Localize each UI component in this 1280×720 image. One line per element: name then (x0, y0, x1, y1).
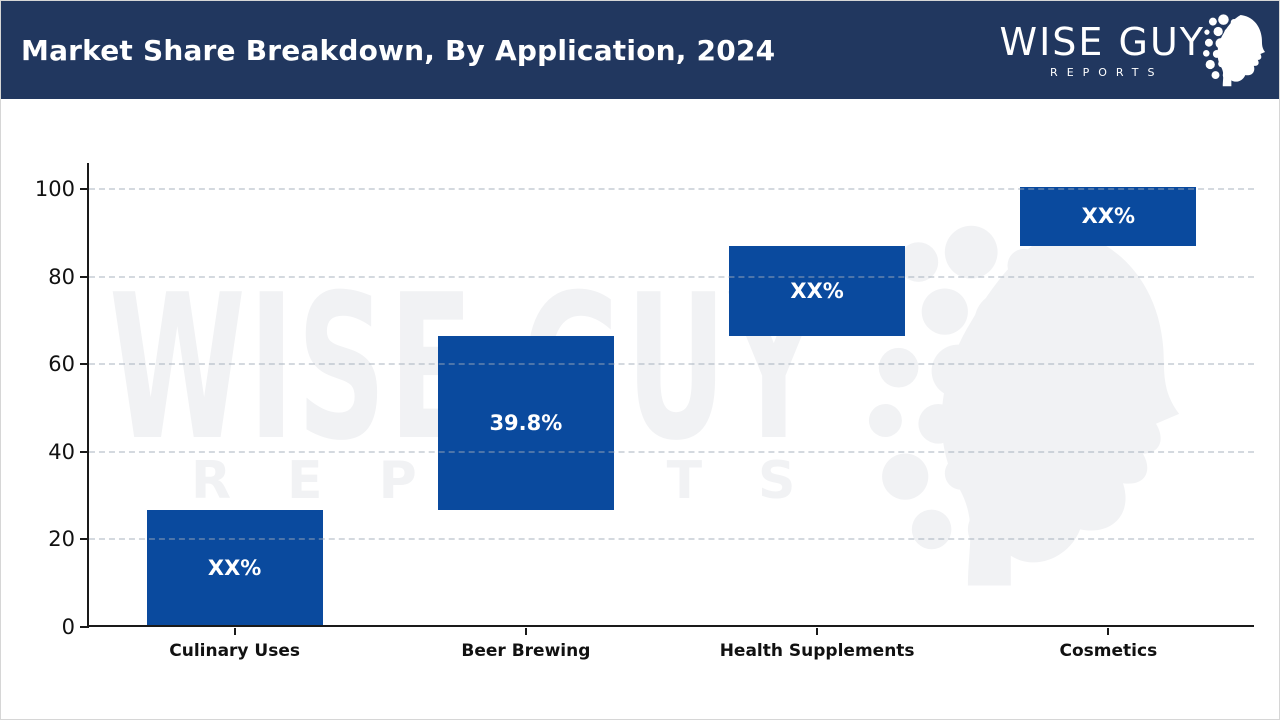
bar-value-label: XX% (207, 556, 262, 581)
y-tick-mark (80, 625, 87, 628)
gridline-20 (89, 538, 1254, 540)
logo-head-icon (1202, 14, 1266, 87)
header-bar: Market Share Breakdown, By Application, … (1, 1, 1279, 99)
bar-cosmetics: XX% (1020, 186, 1197, 246)
bar-value-label: XX% (790, 278, 844, 303)
y-tick-label: 100 (34, 177, 75, 201)
x-tick-mark (1107, 627, 1110, 635)
x-tick-label: Cosmetics (1059, 640, 1158, 661)
brand-logo: WISE GUY REPORTS (1000, 13, 1267, 87)
page-title: Market Share Breakdown, By Application, … (21, 33, 776, 67)
gridline-40 (89, 450, 1254, 453)
x-axis-line (87, 625, 1254, 627)
x-tick-mark (816, 627, 819, 635)
x-tick-label: Health Supplements (719, 640, 915, 661)
bar-value-label: 39.8% (489, 411, 563, 436)
x-tick-mark (233, 627, 236, 635)
y-tick-label: 0 (61, 614, 75, 639)
bar-culinary-uses: XX% (146, 509, 323, 627)
y-tick-mark (80, 188, 87, 190)
gridline-60 (89, 363, 1254, 365)
y-tick-mark (80, 538, 87, 540)
logo-wordmark: WISE GUY (999, 19, 1205, 64)
y-tick-mark (80, 450, 87, 453)
x-tick-label: Beer Brewing (461, 640, 591, 661)
brand-logo-text: WISE GUY REPORTS (1000, 23, 1205, 78)
x-tick-mark (524, 627, 527, 635)
watermark-head-icon (868, 225, 1180, 586)
logo-subtext: REPORTS (1050, 65, 1164, 79)
y-tick-label: 20 (48, 527, 75, 551)
bar-value-label: XX% (1081, 204, 1136, 229)
gridline-100 (89, 188, 1254, 190)
y-tick-label: 40 (48, 439, 75, 464)
bar-beer-brewing: 39.8% (437, 336, 614, 511)
gridline-80 (89, 275, 1254, 278)
y-tick-label: 80 (48, 264, 75, 289)
bar-health-supplements: XX% (729, 245, 906, 336)
y-axis-line (87, 163, 89, 628)
x-tick-label: Culinary Uses (169, 640, 300, 661)
y-tick-mark (80, 363, 87, 365)
y-tick-mark (80, 275, 87, 278)
y-tick-label: 60 (48, 352, 75, 376)
